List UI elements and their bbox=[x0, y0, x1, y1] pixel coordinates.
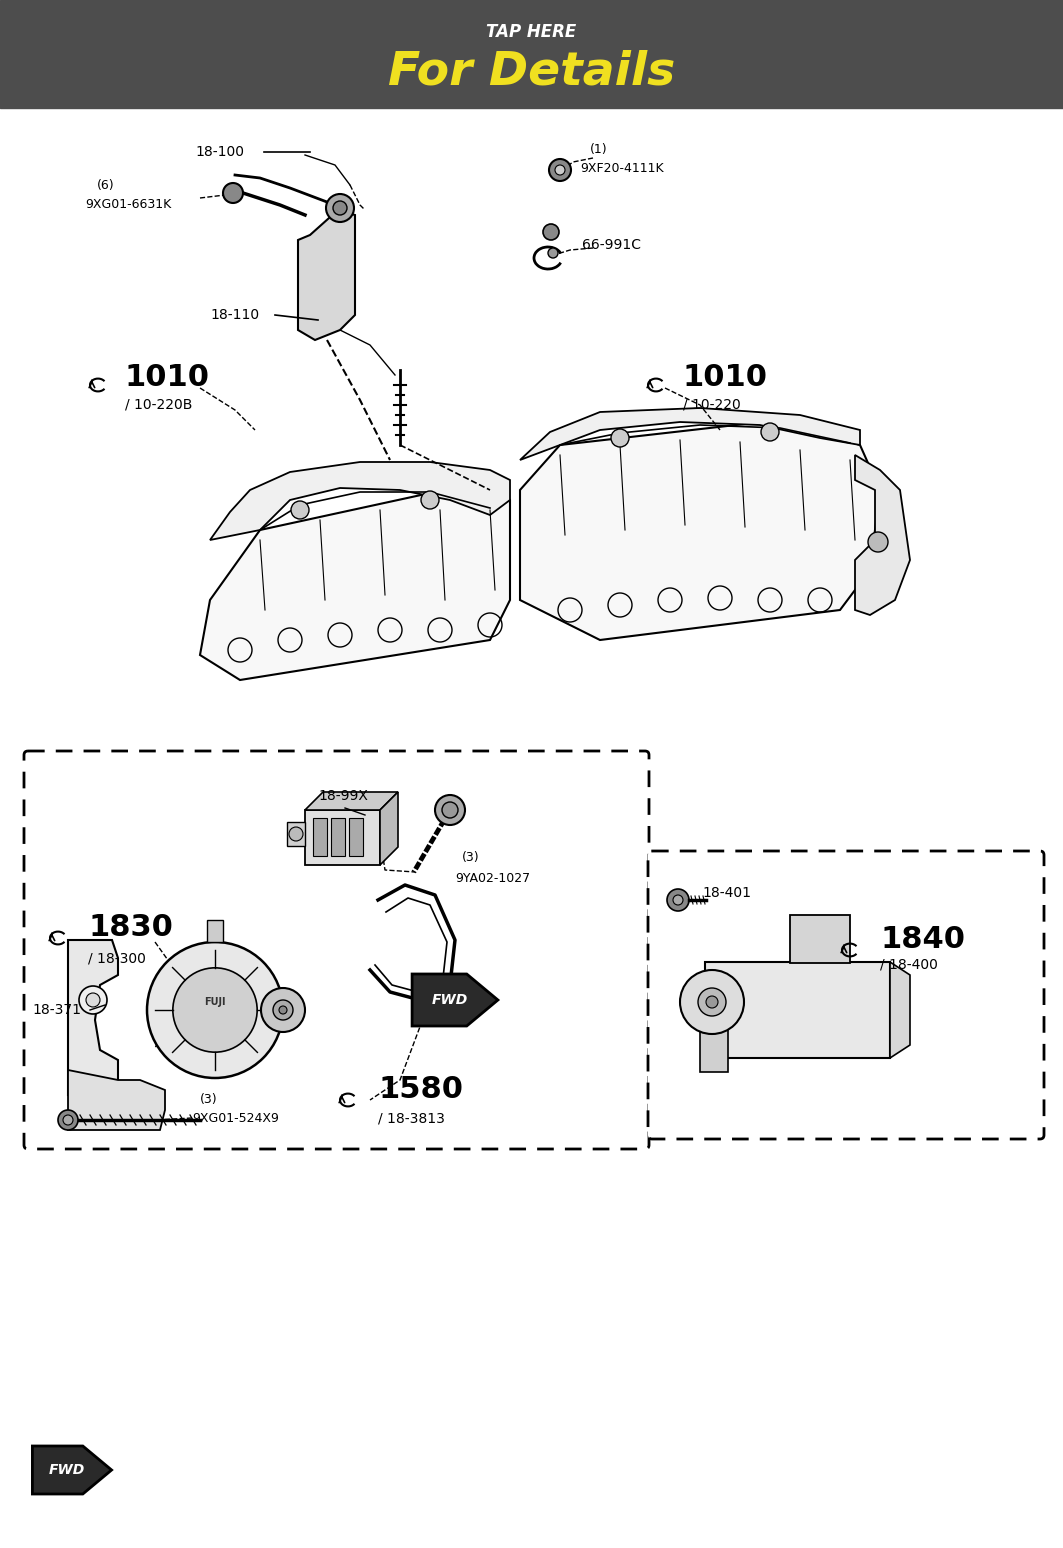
Circle shape bbox=[435, 796, 465, 825]
Bar bbox=[701, 1029, 728, 1073]
Text: For Details: For Details bbox=[388, 50, 675, 94]
Polygon shape bbox=[379, 793, 398, 865]
Circle shape bbox=[326, 194, 354, 221]
Text: 1830: 1830 bbox=[88, 913, 173, 943]
Circle shape bbox=[761, 423, 779, 441]
Polygon shape bbox=[520, 420, 880, 639]
Text: 18-100: 18-100 bbox=[195, 146, 244, 159]
Text: 18-110: 18-110 bbox=[210, 308, 259, 322]
Circle shape bbox=[555, 166, 566, 175]
Circle shape bbox=[673, 895, 684, 906]
Circle shape bbox=[549, 159, 571, 181]
Text: / 10-220B: / 10-220B bbox=[125, 398, 192, 412]
Circle shape bbox=[421, 491, 439, 509]
Circle shape bbox=[291, 502, 309, 519]
Text: 1580: 1580 bbox=[378, 1076, 463, 1105]
Circle shape bbox=[289, 827, 303, 841]
Bar bbox=[790, 915, 850, 963]
Bar bbox=[305, 810, 379, 865]
Bar bbox=[207, 920, 223, 943]
Text: FWD: FWD bbox=[49, 1463, 85, 1477]
Circle shape bbox=[63, 1115, 73, 1125]
Bar bbox=[349, 817, 362, 856]
Polygon shape bbox=[890, 961, 910, 1057]
Circle shape bbox=[667, 889, 689, 912]
Circle shape bbox=[442, 802, 458, 817]
Circle shape bbox=[279, 1006, 287, 1014]
Text: 66-991C: 66-991C bbox=[583, 238, 641, 252]
Text: (6): (6) bbox=[97, 180, 115, 192]
FancyBboxPatch shape bbox=[648, 851, 1044, 1139]
Bar bbox=[287, 822, 305, 847]
Circle shape bbox=[173, 968, 257, 1053]
FancyBboxPatch shape bbox=[24, 751, 649, 1149]
Text: / 18-3813: / 18-3813 bbox=[378, 1111, 445, 1125]
Circle shape bbox=[706, 995, 718, 1008]
Text: 1840: 1840 bbox=[880, 926, 965, 955]
Text: 9YA02-1027: 9YA02-1027 bbox=[455, 872, 530, 884]
Polygon shape bbox=[68, 940, 118, 1094]
Polygon shape bbox=[305, 793, 398, 810]
Circle shape bbox=[273, 1000, 293, 1020]
Bar bbox=[313, 817, 327, 856]
Text: FWD: FWD bbox=[432, 992, 468, 1008]
Polygon shape bbox=[412, 974, 497, 1026]
Polygon shape bbox=[520, 409, 860, 460]
Polygon shape bbox=[32, 1446, 112, 1494]
Bar bbox=[0, 0, 1063, 108]
Circle shape bbox=[680, 971, 744, 1034]
Bar bbox=[705, 961, 890, 1057]
Text: FUJI: FUJI bbox=[204, 997, 225, 1008]
Circle shape bbox=[79, 986, 107, 1014]
Text: (3): (3) bbox=[462, 851, 479, 864]
Text: 18-401: 18-401 bbox=[702, 885, 750, 899]
Text: 1010: 1010 bbox=[125, 364, 210, 393]
Text: TAP HERE: TAP HERE bbox=[487, 23, 576, 40]
Polygon shape bbox=[200, 480, 510, 680]
Text: / 10-220: / 10-220 bbox=[684, 398, 741, 412]
Circle shape bbox=[223, 183, 243, 203]
Text: 18-99X: 18-99X bbox=[318, 789, 368, 803]
Circle shape bbox=[611, 429, 629, 447]
Circle shape bbox=[261, 988, 305, 1033]
Circle shape bbox=[333, 201, 347, 215]
Circle shape bbox=[868, 533, 888, 553]
Circle shape bbox=[549, 248, 558, 259]
Text: 9XG01-524X9: 9XG01-524X9 bbox=[192, 1111, 279, 1124]
Text: / 18-400: / 18-400 bbox=[880, 958, 938, 972]
Text: 18-371: 18-371 bbox=[32, 1003, 81, 1017]
Text: (3): (3) bbox=[200, 1093, 218, 1107]
Bar bbox=[331, 817, 345, 856]
Circle shape bbox=[543, 224, 559, 240]
Circle shape bbox=[698, 988, 726, 1015]
Circle shape bbox=[86, 992, 100, 1008]
Polygon shape bbox=[68, 1070, 165, 1130]
Polygon shape bbox=[210, 461, 510, 540]
Circle shape bbox=[147, 943, 283, 1077]
Text: (1): (1) bbox=[590, 144, 608, 156]
Text: / 18-300: / 18-300 bbox=[88, 950, 146, 964]
Text: 9XG01-6631K: 9XG01-6631K bbox=[85, 198, 171, 212]
Circle shape bbox=[58, 1110, 78, 1130]
Polygon shape bbox=[298, 211, 355, 341]
Polygon shape bbox=[855, 455, 910, 615]
Text: 1010: 1010 bbox=[684, 364, 767, 393]
Text: 9XF20-4111K: 9XF20-4111K bbox=[580, 161, 663, 175]
